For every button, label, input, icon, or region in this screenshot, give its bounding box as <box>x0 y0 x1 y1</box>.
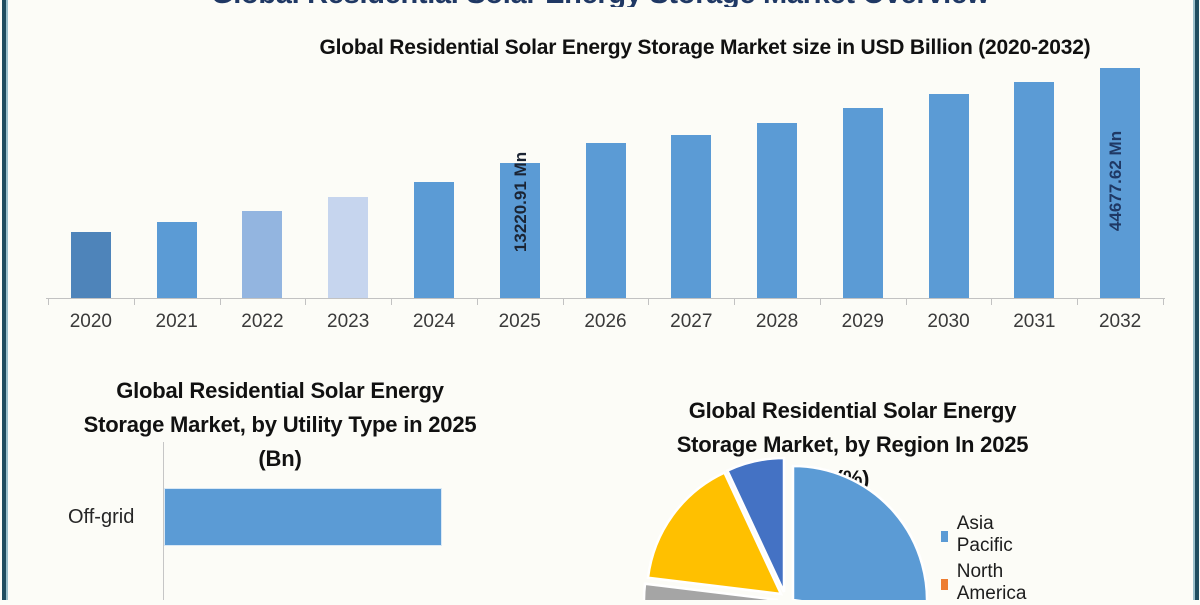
x-axis-tick <box>391 298 393 305</box>
bar-2031 <box>1014 82 1055 298</box>
utility-chart-title-line-3: (Bn) <box>258 446 302 471</box>
x-axis-tick <box>48 298 49 305</box>
bar-chart-title: Global Residential Solar Energy Storage … <box>319 36 1091 59</box>
x-axis-tick <box>219 298 221 305</box>
x-axis-line <box>46 298 1165 299</box>
page-border-right <box>1195 0 1199 600</box>
cropped-heading: Global Residential Solar Energy Storage … <box>120 0 1080 7</box>
bar-2032 <box>1100 68 1141 298</box>
bar-2022 <box>242 211 283 298</box>
category-label-off-grid: Off-grid <box>68 506 135 528</box>
x-axis-tick <box>476 298 478 305</box>
x-axis-label-2025: 2025 <box>498 311 541 332</box>
x-axis-label-2021: 2021 <box>155 311 198 332</box>
region-chart-title-line-2: Storage Market, by Region In 2025 <box>676 432 1029 457</box>
region-chart-title: Global Residential Solar Energy Storage … <box>615 394 1090 496</box>
x-axis-label-2024: 2024 <box>412 311 456 332</box>
x-axis-label-2032: 2032 <box>1098 311 1142 332</box>
legend-item-asia-pacific: Asia Pacific <box>941 513 1017 557</box>
x-axis-tick <box>991 298 993 305</box>
utility-chart-title: Global Residential Solar Energy Storage … <box>30 374 530 476</box>
page-border-left-inner <box>6 0 8 600</box>
bar-2026 <box>585 143 626 298</box>
x-axis-label-2026: 2026 <box>584 311 627 332</box>
market-size-bar-chart: Global Residential Solar Energy Storage … <box>46 36 1165 332</box>
bar-2027 <box>671 135 712 298</box>
x-axis-label-2027: 2027 <box>670 311 713 332</box>
bar-2021 <box>156 222 197 298</box>
x-axis-label-2030: 2030 <box>927 311 970 332</box>
x-axis-label-2028: 2028 <box>755 311 799 332</box>
x-axis-tick <box>562 298 564 305</box>
page-border-right-inner <box>1193 0 1195 600</box>
legend-label-north-america: North America <box>956 561 1027 604</box>
page-border-left <box>2 0 6 600</box>
x-axis-tick <box>133 298 135 305</box>
x-axis-label-2023: 2023 <box>327 311 370 332</box>
x-axis-tick <box>734 298 736 305</box>
utility-chart-title-line-1: Global Residential Solar Energy <box>116 378 444 403</box>
bar-2024 <box>413 182 454 298</box>
x-axis-tick <box>1163 298 1164 305</box>
utility-chart-title-line-2: Storage Market, by Utility Type in 2025 <box>83 412 477 437</box>
x-axis-label-2029: 2029 <box>841 311 884 332</box>
x-axis-label-2020: 2020 <box>69 311 113 332</box>
bar-2029 <box>842 108 883 298</box>
y-axis-line <box>163 442 164 600</box>
legend-item-north-america: North America <box>941 561 1031 605</box>
bar-2030 <box>928 94 969 298</box>
cropped-heading-text: Global Residential Solar Energy Storage … <box>120 0 1080 7</box>
bar-2023 <box>328 197 369 298</box>
bar-2020 <box>70 232 111 298</box>
pie-slice-unlabeled-gray <box>642 582 779 600</box>
x-axis-tick <box>305 298 307 305</box>
bar-2025 <box>499 163 540 298</box>
region-chart-title-line-1: Global Residential Solar Energy <box>688 398 1017 423</box>
bar-off-grid <box>165 489 441 545</box>
legend-label-asia-pacific: Asia Pacific <box>956 513 1013 556</box>
legend-swatch-asia-pacific <box>941 530 948 542</box>
x-axis-tick <box>1077 298 1079 305</box>
x-axis-tick <box>819 298 821 305</box>
legend-swatch-north-america <box>941 578 948 590</box>
x-axis-label-2031: 2031 <box>1013 311 1056 332</box>
bar-2028 <box>757 123 798 298</box>
data-label-1322091: 13220.91 Mn <box>511 151 530 253</box>
region-chart-title-line-3: (%) <box>835 466 870 491</box>
x-axis-tick <box>648 298 650 305</box>
data-label-4467762: 44677.62 Mn <box>1106 130 1125 232</box>
x-axis-tick <box>905 298 907 305</box>
x-axis-label-2022: 2022 <box>241 311 284 332</box>
